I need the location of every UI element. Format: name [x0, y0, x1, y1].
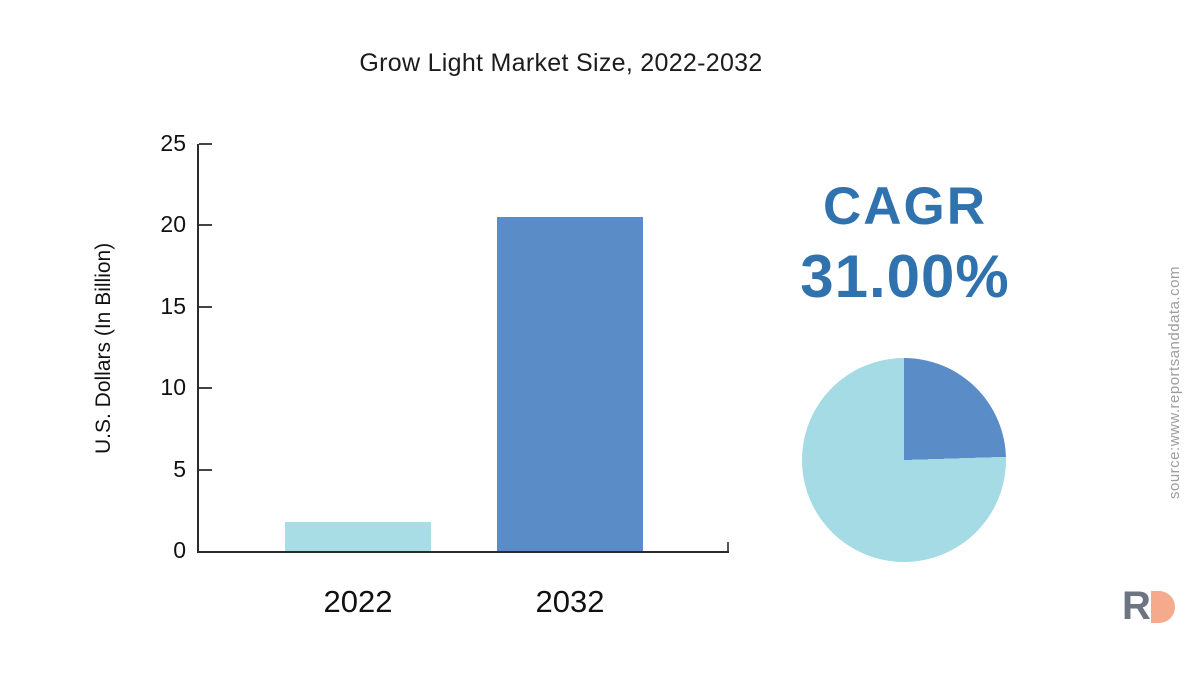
y-tick-label: 10 — [160, 374, 186, 401]
x-axis-spine — [197, 551, 729, 553]
y-axis-label: U.S. Dollars (In Billion) — [92, 242, 115, 454]
cagr-value: 31.00% — [800, 243, 1010, 310]
y-tick-mark — [199, 387, 212, 390]
x-tick-label: 2022 — [323, 584, 393, 619]
logo-letter-r: R — [1122, 584, 1151, 628]
source-attribution: source:www.reportsanddata.com — [1166, 266, 1183, 499]
cagr-callout: CAGR 31.00% — [760, 180, 1050, 307]
y-tick-label: 0 — [173, 537, 186, 563]
y-tick-label: 25 — [160, 130, 186, 156]
y-tick-mark — [199, 305, 212, 308]
y-tick-mark — [199, 224, 212, 227]
bar-2022 — [285, 522, 431, 551]
reports-and-data-logo: R — [1122, 584, 1175, 628]
x-tick-label: 2032 — [535, 584, 605, 619]
y-tick-label: 20 — [160, 211, 186, 238]
chart-title: Grow Light Market Size, 2022-2032 — [359, 49, 763, 77]
y-tick-mark — [199, 143, 212, 145]
y-tick-label: 5 — [173, 455, 186, 482]
y-axis-spine — [197, 144, 199, 553]
y-tick-label: 15 — [160, 292, 186, 319]
cagr-pie-chart — [802, 358, 1006, 562]
logo-d-shape-icon — [1150, 591, 1175, 623]
bar-2032 — [497, 217, 643, 551]
x-axis-end-tick — [727, 542, 729, 551]
cagr-label: CAGR — [822, 177, 988, 236]
y-tick-mark — [199, 468, 212, 471]
